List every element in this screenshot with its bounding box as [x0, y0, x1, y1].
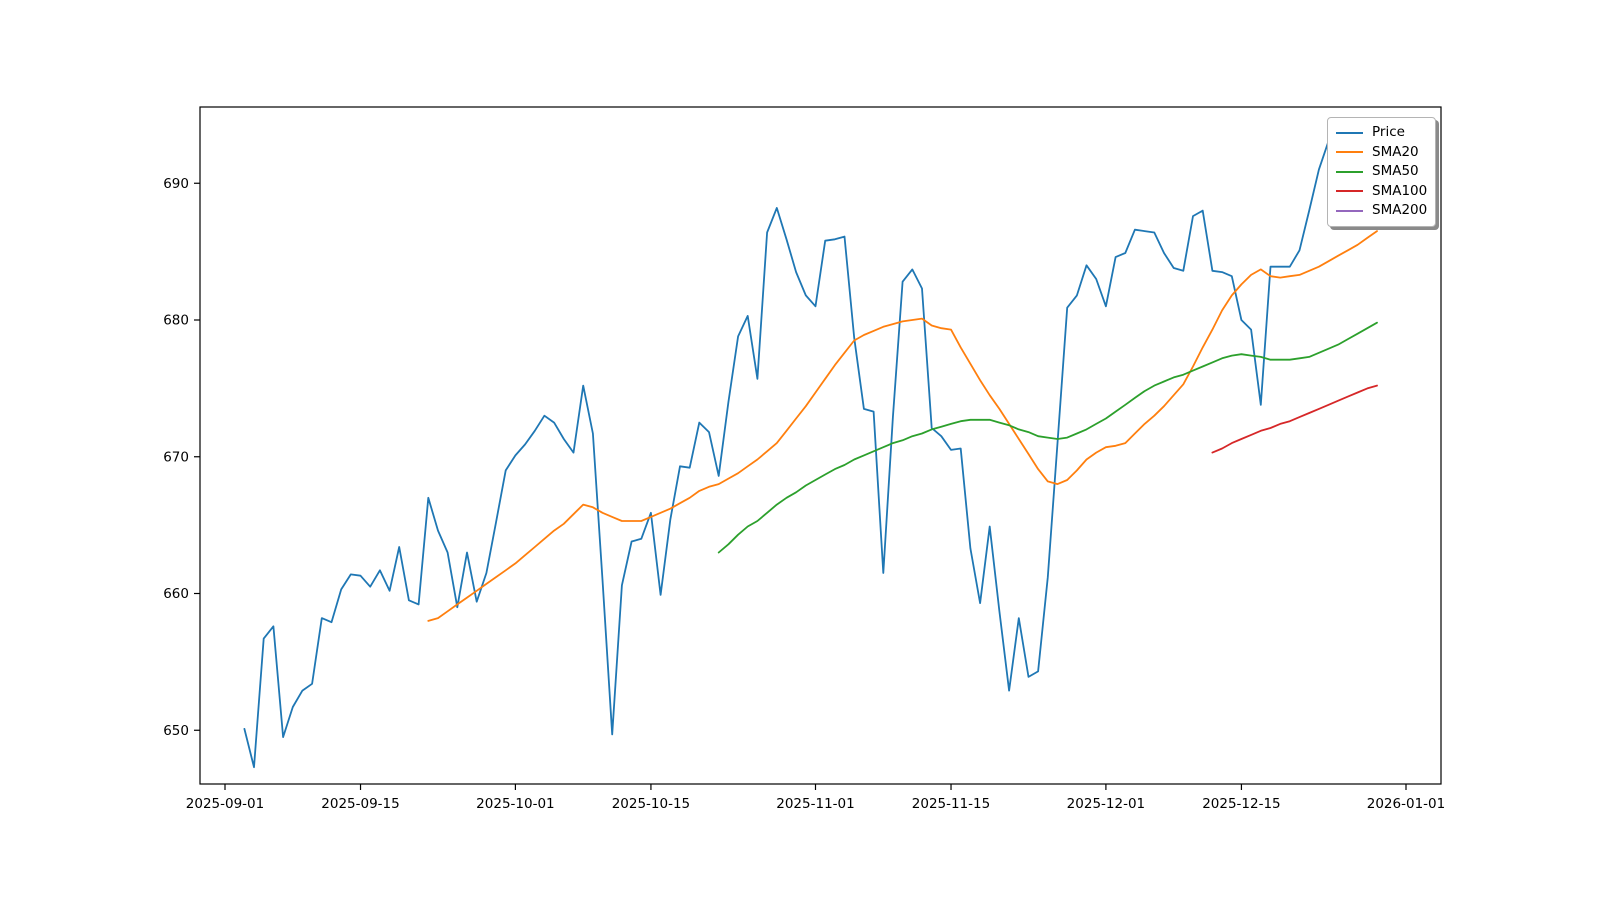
legend-item-sma20: SMA20 [1336, 143, 1428, 163]
y-axis: 650 660 670 680 690 [163, 176, 200, 739]
x-tick-label: 2025-09-01 [186, 796, 264, 812]
legend-item-sma200: SMA200 [1336, 201, 1428, 221]
legend-swatch-sma20 [1336, 151, 1363, 154]
legend-swatch-sma200 [1336, 209, 1363, 212]
legend-item-sma100: SMA100 [1336, 182, 1428, 202]
x-tick-label: 2025-12-01 [1067, 796, 1145, 812]
x-tick-label: 2025-11-15 [912, 796, 990, 812]
legend-swatch-sma100 [1336, 190, 1363, 193]
x-tick-label: 2026-01-01 [1367, 796, 1445, 812]
x-tick-label: 2025-10-15 [612, 796, 690, 812]
legend-label-sma200: SMA200 [1372, 202, 1428, 218]
sma100-line [1211, 384, 1378, 454]
plot-background [200, 107, 1441, 784]
legend-label-price: Price [1372, 124, 1405, 140]
y-tick-label: 690 [163, 176, 189, 192]
legend-swatch-price [1336, 131, 1363, 134]
x-tick-label: 2025-10-01 [476, 796, 554, 812]
series-group [243, 139, 1378, 769]
legend-box: Price SMA20 SMA50 SMA100 SMA200 [1327, 117, 1436, 227]
sma20-line [427, 230, 1378, 622]
x-axis: 2025-09-01 2025-09-15 2025-10-01 2025-10-15… [186, 784, 1445, 812]
legend-label-sma50: SMA50 [1372, 163, 1419, 179]
legend-label-sma100: SMA100 [1372, 182, 1428, 199]
x-tick-label: 2025-11-01 [776, 796, 854, 812]
legend-item-price: Price [1336, 123, 1428, 143]
legend-label-sma20: SMA20 [1372, 143, 1419, 160]
price-line [243, 139, 1330, 769]
y-tick-label: 680 [163, 313, 189, 329]
axes-spines [199, 106, 1442, 785]
sma50-line [717, 321, 1378, 554]
y-tick-label: 660 [163, 586, 189, 602]
x-tick-label: 2025-09-15 [321, 796, 399, 812]
y-tick-label: 670 [163, 449, 189, 465]
y-tick-label: 650 [163, 723, 189, 739]
legend-item-sma50: SMA50 [1336, 162, 1428, 182]
x-tick-label: 2025-12-15 [1202, 796, 1280, 812]
legend-swatch-sma50 [1336, 170, 1363, 173]
